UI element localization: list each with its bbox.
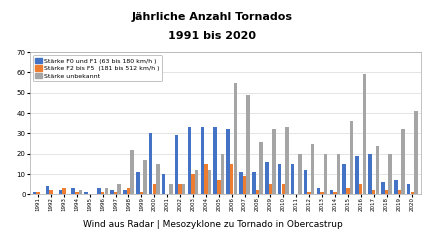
Bar [178,184,182,194]
Bar [355,156,359,194]
Bar [71,188,75,194]
Bar [329,190,333,194]
Bar [269,184,272,194]
Bar [127,188,130,194]
Bar [291,164,295,194]
Bar [153,184,156,194]
Bar [175,135,178,194]
Bar [388,154,392,194]
Bar [311,144,314,194]
Text: Wind aus Radar | Mesozyklone zu Tornado in Obercastrup: Wind aus Radar | Mesozyklone zu Tornado … [82,220,343,229]
Bar [246,95,250,194]
Bar [217,180,221,194]
Bar [117,184,121,194]
Bar [105,188,108,194]
Bar [45,186,49,194]
Bar [156,164,160,194]
Bar [407,184,411,194]
Bar [169,184,173,194]
Bar [136,172,139,194]
Text: 1991 bis 2020: 1991 bis 2020 [168,31,257,41]
Bar [278,164,281,194]
Bar [130,150,134,194]
Bar [304,170,307,194]
Bar [324,154,327,194]
Bar [282,184,285,194]
Bar [401,129,405,194]
Bar [59,190,62,194]
Bar [272,129,276,194]
Bar [195,170,198,194]
Bar [359,184,363,194]
Bar [208,170,211,194]
Bar [85,192,88,194]
Bar [143,160,147,194]
Bar [37,192,40,194]
Bar [285,127,289,194]
Bar [350,121,353,194]
Bar [363,74,366,194]
Legend: Stärke F0 und F1 (63 bis 180 km/h ), Stärke F2 bis F5  (181 bis 512 km/h ), Stär: Stärke F0 und F1 (63 bis 180 km/h ), Stä… [33,55,162,81]
Bar [243,176,246,194]
Bar [213,127,217,194]
Bar [114,192,117,194]
Bar [201,127,204,194]
Bar [346,188,350,194]
Bar [252,172,256,194]
Bar [182,184,185,194]
Bar [191,174,195,194]
Bar [110,190,114,194]
Bar [368,154,372,194]
Bar [343,164,346,194]
Bar [381,182,385,194]
Bar [307,192,311,194]
Bar [320,192,324,194]
Bar [317,188,320,194]
Bar [187,127,191,194]
Text: Jährliche Anzahl Tornados: Jährliche Anzahl Tornados [132,12,293,22]
Bar [265,162,269,194]
Bar [259,141,263,194]
Bar [149,133,153,194]
Bar [227,129,230,194]
Bar [79,190,82,194]
Bar [123,190,127,194]
Bar [140,192,143,194]
Bar [398,190,401,194]
Bar [414,111,418,194]
Bar [256,190,259,194]
Bar [298,154,302,194]
Bar [411,192,414,194]
Bar [239,172,243,194]
Bar [101,192,105,194]
Bar [75,192,79,194]
Bar [337,154,340,194]
Bar [49,190,53,194]
Bar [385,190,388,194]
Bar [33,192,36,194]
Bar [333,192,337,194]
Bar [372,190,375,194]
Bar [230,164,233,194]
Bar [234,83,237,194]
Bar [376,146,379,194]
Bar [162,174,165,194]
Bar [394,180,397,194]
Bar [97,188,101,194]
Bar [221,154,224,194]
Bar [204,164,208,194]
Bar [62,188,66,194]
